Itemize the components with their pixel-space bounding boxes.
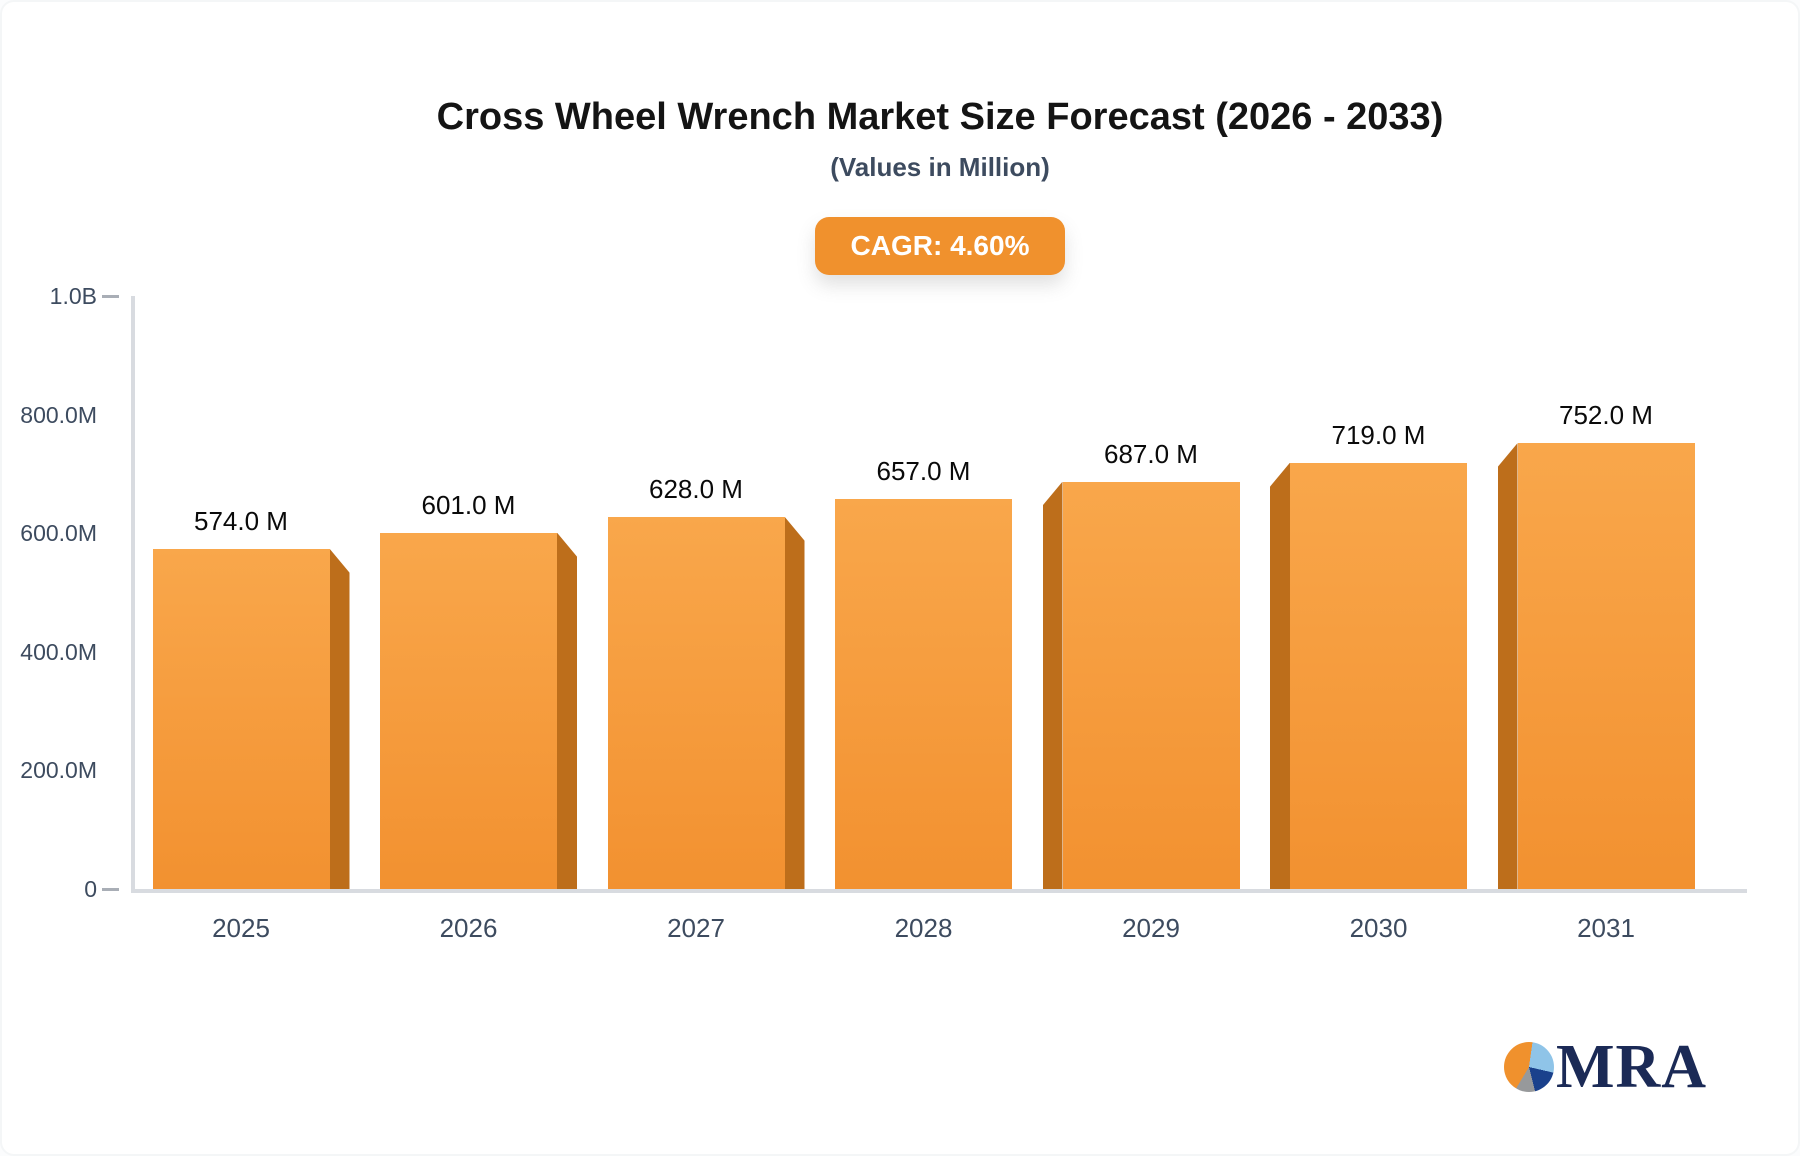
bar-side-2025 xyxy=(329,548,350,889)
bar-2026 xyxy=(380,532,557,889)
bar-value-label-2028: 657.0 M xyxy=(876,456,971,487)
bar-value-label-2027: 628.0 M xyxy=(649,473,743,504)
bar-side-2027 xyxy=(784,516,805,889)
bar-side-2031 xyxy=(1497,443,1518,889)
x-axis-label-2026: 2026 xyxy=(439,913,498,943)
bar-value-label-2031: 752.0 M xyxy=(1559,400,1653,431)
chart-header: Cross Wheel Wrench Market Size Forecast … xyxy=(133,94,1747,275)
y-tick-label-600.0M: 600.0M xyxy=(20,520,97,547)
bar-2029 xyxy=(1062,481,1240,889)
x-axis-label-2025: 2025 xyxy=(212,913,270,943)
bar-2025 xyxy=(152,548,330,889)
x-axis-baseline xyxy=(131,889,1747,893)
chart-subtitle: (Values in Million) xyxy=(830,152,1050,182)
x-axis-label-2031: 2031 xyxy=(1577,913,1635,943)
y-tick-dash-1.0B xyxy=(102,294,119,298)
plot-area: 1.0B 800.0M 600.0M 400.0M 200.0M 0 574.0 M 2025… xyxy=(20,283,1747,943)
x-axis-label-2028: 2028 xyxy=(894,913,953,943)
y-axis-line xyxy=(131,296,135,889)
y-tick-label-200.0M: 200.0M xyxy=(20,757,97,784)
bar-value-label-2026: 601.0 M xyxy=(421,489,516,520)
bar-2028 xyxy=(835,499,1012,889)
bar-side-2029 xyxy=(1042,481,1063,889)
bar-2027 xyxy=(607,516,785,889)
bar-2031 xyxy=(1517,443,1695,889)
bar-side-2026 xyxy=(557,532,577,889)
bar-value-label-2029: 687.0 M xyxy=(1104,438,1198,469)
y-tick-label-400.0M: 400.0M xyxy=(20,638,97,665)
logo-text: MRA xyxy=(1556,1033,1708,1101)
chart-title: Cross Wheel Wrench Market Size Forecast … xyxy=(436,96,1444,138)
y-tick-label-800.0M: 800.0M xyxy=(20,401,97,428)
bar-side-2030 xyxy=(1270,462,1290,889)
bar-value-label-2030: 719.0 M xyxy=(1331,419,1426,450)
mra-logo: MRA xyxy=(1504,1033,1708,1101)
x-axis-label-2030: 2030 xyxy=(1349,913,1408,943)
pie-chart-logo-icon xyxy=(1504,1042,1554,1092)
x-axis-label-2029: 2029 xyxy=(1122,913,1180,943)
y-tick-label-0: 0 xyxy=(84,876,97,902)
y-tick-dash-0 xyxy=(102,887,119,891)
bar-value-label-2025: 574.0 M xyxy=(194,505,288,536)
bar-2030 xyxy=(1290,462,1467,889)
cagr-badge: CAGR: 4.60% xyxy=(814,217,1066,275)
x-axis-label-2027: 2027 xyxy=(667,913,725,943)
y-tick-label-1.0B: 1.0B xyxy=(49,283,97,309)
